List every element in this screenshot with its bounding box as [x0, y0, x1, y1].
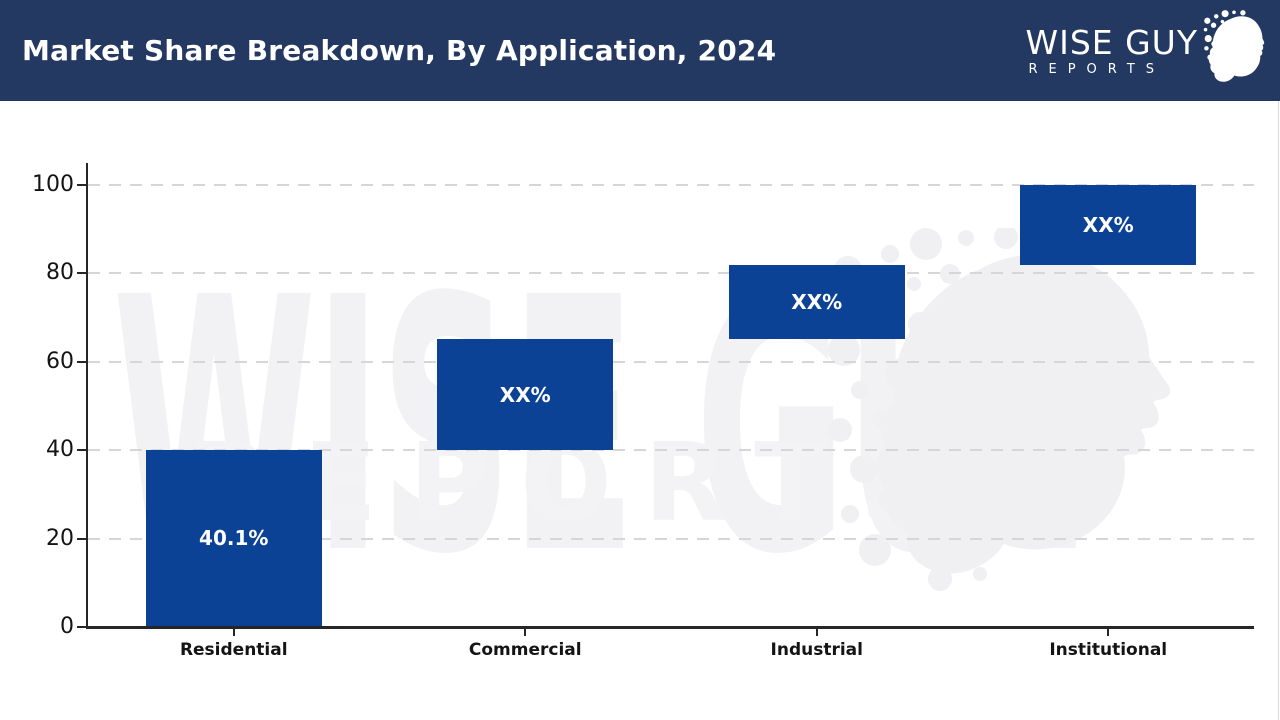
logo-subtext: REPORTS: [1028, 61, 1166, 77]
y-tick-0: [77, 626, 87, 628]
y-tick-label-80: 80: [46, 260, 74, 286]
x-tick-commercial: [524, 629, 527, 636]
x-tick-label-residential: Residential: [179, 640, 288, 660]
bar-industrial: XX%: [728, 265, 905, 340]
y-tick-40: [77, 449, 87, 452]
bar-institutional: XX%: [1020, 185, 1197, 266]
y-tick-label-20: 20: [46, 525, 74, 551]
bar-commercial: XX%: [437, 339, 614, 450]
x-tick-institutional: [1107, 629, 1110, 636]
y-tick-80: [77, 272, 87, 275]
bar-label-industrial: XX%: [791, 290, 843, 315]
logo-wordmark: WISE GUY: [1025, 22, 1198, 62]
gridline-60: [88, 360, 1254, 363]
bar-residential: 40.1%: [145, 449, 322, 627]
x-tick-residential: [232, 629, 235, 636]
gridline-40: [88, 449, 1254, 452]
bar-label-institutional: XX%: [1082, 213, 1134, 238]
logo-text: WISE GUY REPORTS: [1025, 26, 1198, 76]
y-tick-60: [77, 360, 87, 363]
logo-face-icon: [1203, 9, 1265, 82]
y-tick-label-100: 100: [32, 172, 74, 197]
y-tick-100: [77, 184, 87, 186]
bar-label-commercial: XX%: [499, 382, 551, 407]
x-tick-label-industrial: Industrial: [770, 640, 863, 660]
y-tick-20: [77, 537, 87, 540]
header-bar: Market Share Breakdown, By Application, …: [0, 0, 1280, 101]
x-tick-industrial: [815, 629, 818, 636]
x-tick-label-commercial: Commercial: [468, 640, 582, 660]
gridline-100: [88, 184, 1254, 186]
y-tick-label-60: 60: [46, 348, 74, 374]
y-axis-line: [86, 163, 88, 629]
x-axis-line: [86, 626, 1254, 629]
x-tick-label-institutional: Institutional: [1049, 640, 1168, 660]
figure-right-border: [1278, 101, 1279, 720]
y-tick-label-40: 40: [46, 437, 74, 463]
y-tick-label-0: 0: [60, 614, 74, 639]
bar-label-residential: 40.1%: [199, 526, 269, 551]
wise-guy-logo: WISE GUY REPORTS: [1025, 8, 1266, 94]
gridline-80: [88, 272, 1254, 275]
chart-title: Market Share Breakdown, By Application, …: [22, 34, 777, 67]
gridline-20: [88, 537, 1254, 540]
